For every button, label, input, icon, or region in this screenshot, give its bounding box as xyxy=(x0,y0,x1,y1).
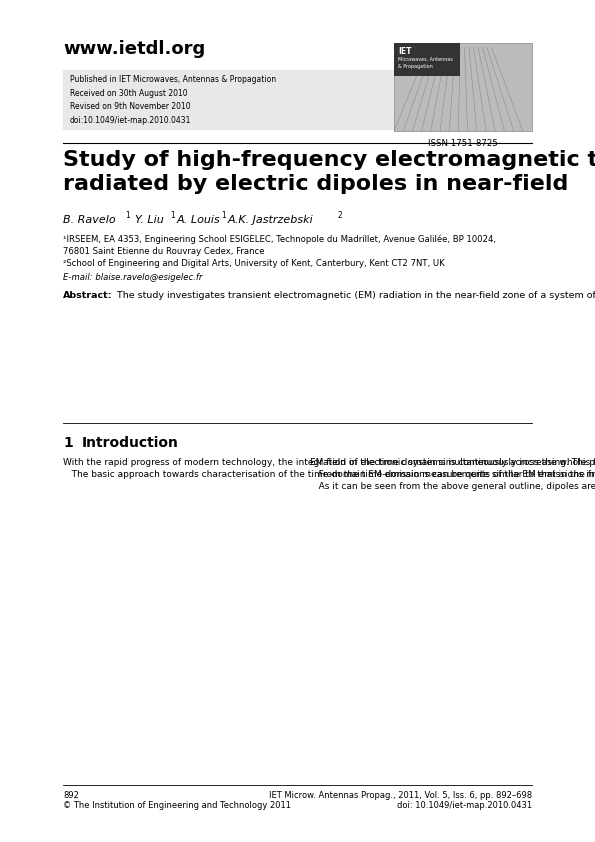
Text: Study of high-frequency electromagnetic transients
radiated by electric dipoles : Study of high-frequency electromagnetic … xyxy=(63,150,595,194)
Text: ¹IRSEEM, EA 4353, Engineering School ESIGELEC, Technopole du Madrillet, Avenue G: ¹IRSEEM, EA 4353, Engineering School ESI… xyxy=(63,234,496,256)
Text: A. Louis: A. Louis xyxy=(177,215,221,225)
Text: 1: 1 xyxy=(170,210,175,220)
FancyBboxPatch shape xyxy=(63,70,408,130)
Text: www.ietdl.org: www.ietdl.org xyxy=(63,40,205,58)
Text: Abstract:: Abstract: xyxy=(63,291,112,300)
Text: © The Institution of Engineering and Technology 2011: © The Institution of Engineering and Tec… xyxy=(63,801,291,810)
FancyBboxPatch shape xyxy=(394,43,461,77)
Text: A.K. Jastrzebski: A.K. Jastrzebski xyxy=(228,215,314,225)
Text: doi: 10.1049/iet-map.2010.0431: doi: 10.1049/iet-map.2010.0431 xyxy=(397,801,532,810)
Text: EM field in the time domain simultaneously across the whole plane above the DUT.: EM field in the time domain simultaneous… xyxy=(310,458,595,491)
Text: 1: 1 xyxy=(63,436,73,450)
Text: IET: IET xyxy=(398,47,412,56)
Text: E-mail: blaise.ravelo@esigelec.fr: E-mail: blaise.ravelo@esigelec.fr xyxy=(63,273,202,282)
Text: Published in IET Microwaves, Antennas & Propagation
Received on 30th August 2010: Published in IET Microwaves, Antennas & … xyxy=(70,75,276,125)
Text: ²School of Engineering and Digital Arts, University of Kent, Canterbury, Kent CT: ²School of Engineering and Digital Arts,… xyxy=(63,259,444,268)
Text: 1: 1 xyxy=(126,210,130,220)
Text: The study investigates transient electromagnetic (EM) radiation in the near-fiel: The study investigates transient electro… xyxy=(114,291,595,300)
Text: Microwaves, Antennas
& Propagation: Microwaves, Antennas & Propagation xyxy=(398,57,453,68)
Text: ISSN 1751-8725: ISSN 1751-8725 xyxy=(428,139,498,148)
Text: 892: 892 xyxy=(63,791,79,800)
Text: Introduction: Introduction xyxy=(82,436,179,450)
Text: With the rapid progress of modern technology, the integration of electronic syst: With the rapid progress of modern techno… xyxy=(63,458,595,479)
FancyBboxPatch shape xyxy=(394,43,532,131)
Text: 1: 1 xyxy=(221,210,226,220)
Text: Y. Liu: Y. Liu xyxy=(135,215,164,225)
Text: 2: 2 xyxy=(338,210,343,220)
Text: B. Ravelo: B. Ravelo xyxy=(63,215,115,225)
Text: IET Microw. Antennas Propag., 2011, Vol. 5, Iss. 6, pp. 892–698: IET Microw. Antennas Propag., 2011, Vol.… xyxy=(269,791,532,800)
